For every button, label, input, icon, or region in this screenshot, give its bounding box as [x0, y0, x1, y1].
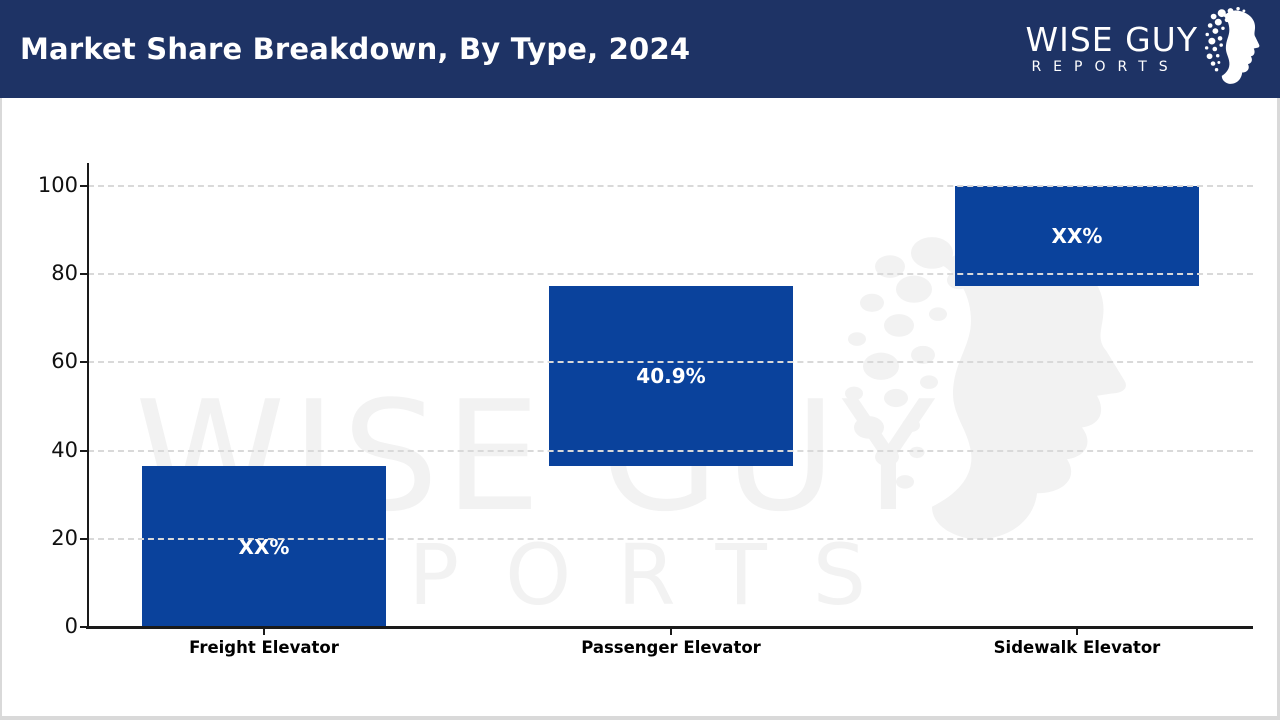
x-category-label: Sidewalk Elevator [993, 638, 1161, 657]
x-tick-mark [670, 628, 672, 635]
right-border [1277, 98, 1280, 720]
y-tick-label: 60 [51, 349, 78, 374]
y-tick-label: 40 [51, 437, 78, 462]
y-tick-mark [80, 273, 88, 276]
logo-wordmark: WISE GUY [1025, 20, 1198, 60]
x-axis-line [86, 626, 1253, 629]
gridline [88, 185, 1253, 187]
y-tick-mark [80, 626, 88, 628]
y-tick-mark [80, 537, 88, 540]
x-tick-mark [1076, 628, 1078, 635]
logo-text: WISE GUY REPORTS [1025, 23, 1198, 75]
header-banner: Market Share Breakdown, By Type, 2024 WI… [0, 0, 1280, 98]
wise-guy-face-icon [1204, 7, 1260, 84]
bar-value-label: 40.9% [636, 364, 706, 389]
y-tick-label: 0 [64, 614, 78, 638]
y-tick-label: 100 [37, 173, 78, 197]
x-category-label: Freight Elevator [189, 638, 339, 657]
gridline [88, 273, 1253, 276]
bar-segment: XX% [955, 186, 1199, 287]
y-tick-label: 80 [51, 261, 78, 286]
x-tick-mark [263, 628, 265, 635]
y-tick-label: 20 [51, 525, 78, 550]
logo-subtitle: REPORTS [1031, 58, 1180, 75]
gridline [88, 537, 1253, 540]
y-tick-mark [80, 361, 88, 364]
bottom-border [0, 716, 1280, 720]
page-title: Market Share Breakdown, By Type, 2024 [20, 32, 691, 66]
wise-guy-reports-logo: WISE GUY REPORTS [1025, 7, 1280, 91]
gridline [88, 361, 1253, 364]
y-tick-mark [80, 449, 88, 452]
bar-value-label: XX% [1051, 224, 1103, 249]
y-tick-mark [80, 185, 88, 187]
bar-segment: 40.9% [549, 286, 793, 467]
y-axis-line [87, 163, 89, 628]
x-category-label: Passenger Elevator [581, 638, 761, 657]
left-border [0, 98, 2, 720]
gridline [88, 449, 1253, 452]
bar-segment: XX% [142, 466, 386, 627]
